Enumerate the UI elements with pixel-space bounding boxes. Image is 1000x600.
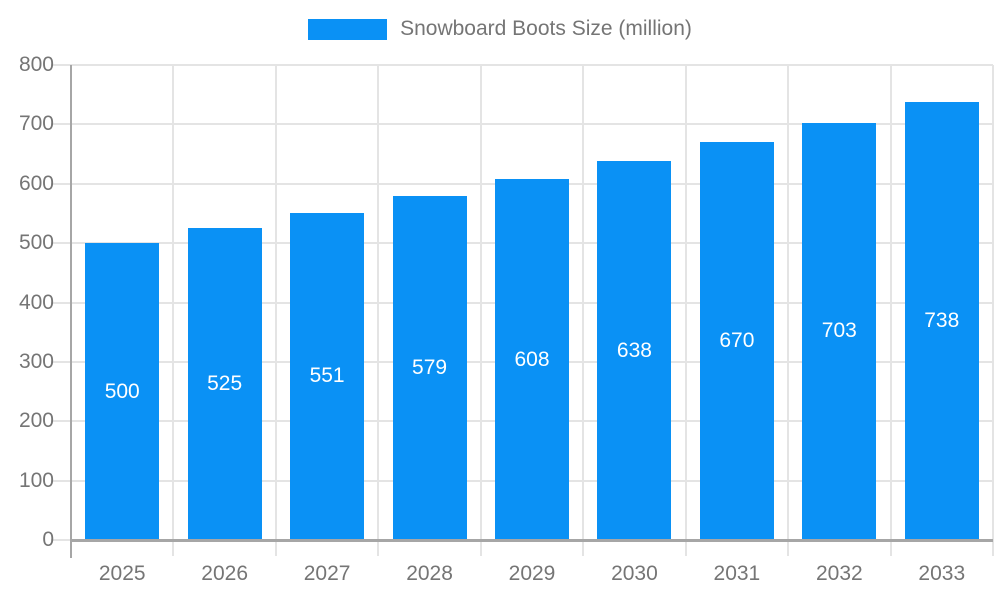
x-gridline bbox=[274, 65, 277, 556]
bar-value-label: 525 bbox=[207, 372, 243, 396]
bar[interactable]: 608 bbox=[495, 179, 569, 540]
bar[interactable]: 500 bbox=[85, 243, 160, 540]
bar-value-label: 608 bbox=[514, 347, 550, 371]
x-gridline bbox=[992, 65, 994, 556]
legend-item[interactable]: Snowboard Boots Size (million) bbox=[308, 17, 692, 41]
y-tick-label: 0 bbox=[42, 528, 54, 551]
y-gridline bbox=[51, 123, 993, 126]
y-tick-label: 200 bbox=[18, 409, 54, 433]
x-tick-label: 2027 bbox=[303, 562, 351, 585]
legend-label: Snowboard Boots Size (million) bbox=[400, 17, 692, 40]
chart-legend: Snowboard Boots Size (million) bbox=[0, 17, 1000, 41]
y-tick-label: 500 bbox=[18, 231, 54, 255]
x-axis-line bbox=[70, 539, 993, 542]
y-tick-label: 800 bbox=[18, 53, 54, 76]
bar-value-label: 638 bbox=[616, 338, 652, 362]
x-gridline bbox=[582, 65, 585, 556]
x-tick-label: 2031 bbox=[713, 562, 761, 585]
bar[interactable]: 670 bbox=[699, 142, 774, 540]
bar[interactable]: 703 bbox=[802, 122, 877, 540]
y-tick-label: 400 bbox=[18, 290, 54, 314]
bar-value-label: 500 bbox=[104, 379, 140, 403]
bar[interactable]: 551 bbox=[290, 212, 365, 540]
x-gridline bbox=[172, 65, 175, 556]
bar-value-label: 551 bbox=[309, 364, 345, 388]
x-tick-label: 2029 bbox=[508, 562, 556, 585]
x-tick-label: 2033 bbox=[918, 562, 966, 585]
bar-value-label: 670 bbox=[719, 329, 755, 353]
x-gridline bbox=[377, 65, 380, 556]
x-gridline bbox=[787, 65, 790, 556]
y-axis-line bbox=[70, 65, 72, 558]
legend-swatch-icon bbox=[308, 18, 388, 40]
bar[interactable]: 579 bbox=[392, 196, 467, 540]
bar-value-label: 579 bbox=[412, 356, 448, 380]
bar[interactable]: 738 bbox=[904, 101, 979, 540]
x-gridline bbox=[479, 65, 482, 556]
bar[interactable]: 525 bbox=[187, 228, 262, 540]
x-gridline bbox=[889, 65, 892, 556]
x-tick-label: 2028 bbox=[406, 562, 453, 585]
y-tick-label: 700 bbox=[18, 112, 54, 136]
x-gridline bbox=[684, 65, 687, 556]
x-tick-label: 2025 bbox=[98, 562, 146, 585]
x-tick-label: 2030 bbox=[611, 562, 658, 585]
y-tick-label: 600 bbox=[18, 171, 54, 195]
x-tick-label: 2026 bbox=[201, 562, 249, 585]
y-tick-label: 300 bbox=[18, 349, 54, 373]
x-tick-label: 2032 bbox=[815, 562, 863, 585]
y-tick-label: 100 bbox=[18, 468, 54, 492]
bar-value-label: 738 bbox=[924, 308, 960, 332]
y-gridline bbox=[51, 64, 993, 66]
bar-value-label: 703 bbox=[821, 319, 857, 343]
bar[interactable]: 638 bbox=[597, 161, 672, 540]
